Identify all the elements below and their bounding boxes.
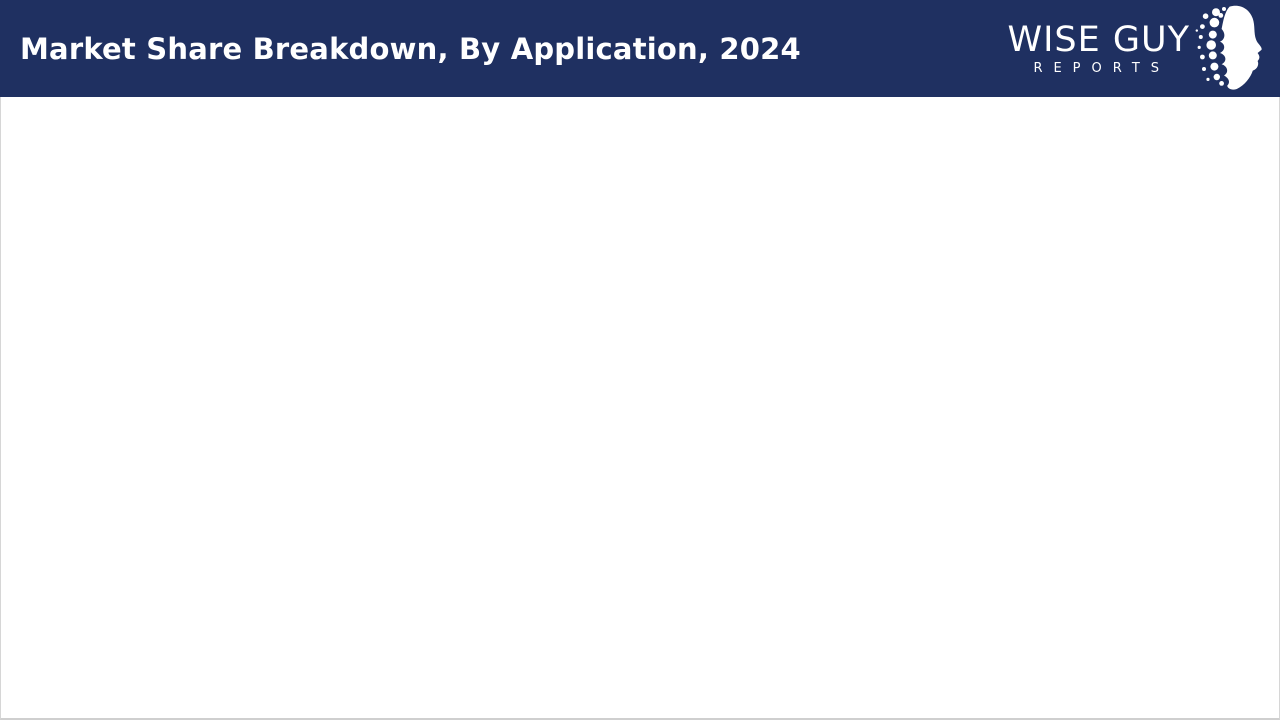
bar-value-label: XX% [498, 376, 549, 401]
x-axis-category-label: Commercial Kitchens [765, 641, 869, 679]
y-axis-tick-label: 80 [46, 262, 72, 287]
wise-guy-reports-logo: WISE GUY REPORTS [1007, 0, 1272, 97]
x-axis-tick [522, 627, 525, 633]
gridline [88, 449, 1254, 452]
x-axis-category-label: Food Industry [462, 641, 585, 659]
gridline [88, 186, 1254, 188]
y-axis-tick [77, 273, 86, 276]
chart-header: Market Share Breakdown, By Application, … [0, 0, 1280, 97]
y-axis-tick-label: 20 [46, 526, 72, 551]
y-axis-tick-label: 40 [46, 438, 72, 463]
gridline [88, 361, 1254, 364]
y-axis-tick-label: 0 [59, 614, 72, 638]
logo-text-block: WISE GUY REPORTS [1007, 21, 1190, 77]
x-axis-tick [816, 627, 818, 633]
y-axis-line [86, 160, 88, 628]
x-axis-category-label: Dairy Processing [156, 641, 304, 659]
bar-value-label: 38.2% [195, 530, 265, 555]
x-axis-category-label: Restaurant Chains [1030, 641, 1191, 659]
logo-subname-text: REPORTS [1033, 60, 1171, 76]
y-axis-tick-label: 60 [46, 350, 72, 375]
logo-head-icon [1195, 5, 1262, 90]
y-axis-tick-label: 100 [33, 175, 72, 199]
x-axis-line [86, 624, 1254, 627]
x-axis-tick [1109, 627, 1112, 633]
logo-name-text: WISE GUY [1007, 19, 1190, 60]
gridline [88, 273, 1254, 276]
y-axis-tick [77, 449, 86, 452]
bar-value-label: XX% [1085, 194, 1136, 219]
x-axis-tick [229, 627, 231, 633]
y-axis-tick [77, 361, 86, 364]
y-axis-tick [77, 537, 86, 540]
bar-value-label: XX% [791, 260, 843, 285]
y-axis-tick [77, 625, 86, 627]
chart-title: Market Share Breakdown, By Application, … [20, 31, 801, 66]
y-axis-tick [77, 186, 86, 188]
